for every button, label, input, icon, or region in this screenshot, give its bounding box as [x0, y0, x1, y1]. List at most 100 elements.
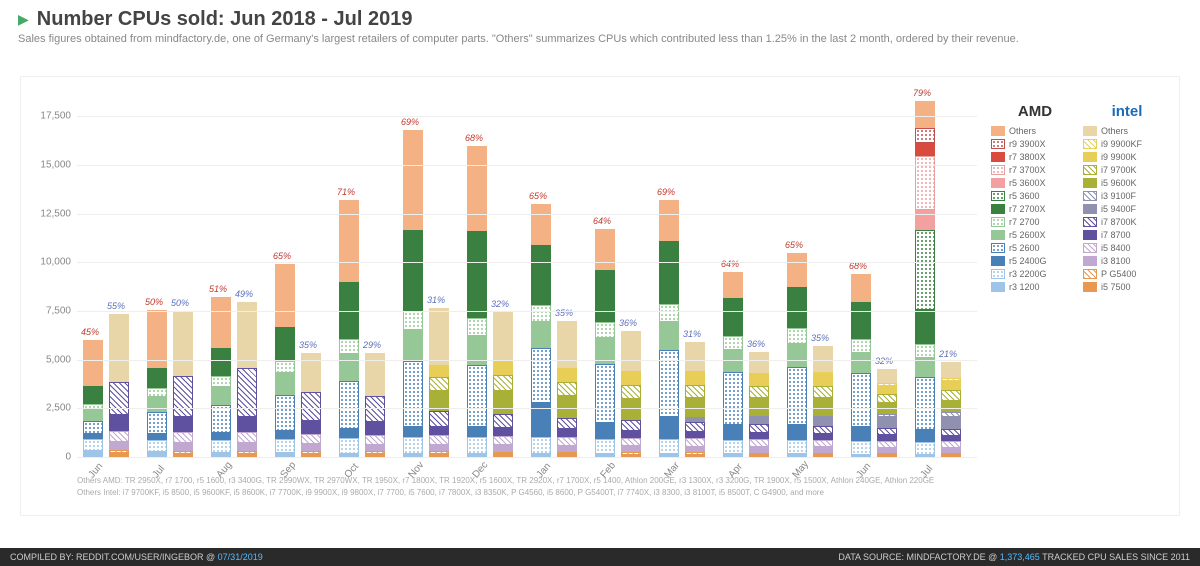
seg-amd-r7_2700X [787, 287, 807, 328]
seg-intel-i5_8400 [621, 438, 641, 447]
seg-intel-i7_8700K [557, 418, 577, 430]
seg-amd-r5_2600 [147, 412, 167, 433]
chart-plot-area: 45%55%Jun50%50%Jul51%49%Aug65%35%Sep71%2… [77, 97, 977, 457]
seg-intel-i7_9700K [685, 385, 705, 398]
seg-amd-r5_2400G [851, 427, 871, 441]
seg-intel-i3_9100F [877, 414, 897, 417]
seg-amd-r7_2700X [915, 310, 935, 344]
page-subtitle: Sales figures obtained from mindfactory.… [18, 33, 1182, 45]
seg-intel-i7_8700 [429, 427, 449, 435]
legend-label: Others [1101, 126, 1128, 136]
pct-label-amd: 69% [401, 117, 419, 127]
seg-amd-r5_2600 [275, 395, 295, 431]
pct-label-amd: 64% [721, 259, 739, 269]
y-tick-label: 7,500 [46, 306, 71, 317]
seg-intel-others [237, 302, 257, 368]
seg-intel-i5_9600K [621, 399, 641, 419]
seg-amd-r5_2600 [403, 361, 423, 427]
seg-intel-i5_8400 [237, 432, 257, 443]
seg-amd-r5_2600X [83, 410, 103, 421]
legend-label: i7 8700 [1101, 230, 1131, 240]
footer-right-pre: DATA SOURCE: MINDFACTORY.DE @ [838, 552, 999, 562]
seg-amd-r3_2200G [403, 437, 423, 454]
seg-intel-P_G5400 [813, 453, 833, 455]
pct-label-amd: 65% [529, 191, 547, 201]
seg-intel-i7_9700K [813, 386, 833, 398]
seg-intel-P_G5400 [237, 451, 257, 454]
pct-label-amd: 71% [337, 187, 355, 197]
legend-brand-amd: AMD [991, 103, 1079, 120]
legend-item: i5 8400 [1083, 243, 1171, 253]
footer-left: COMPILED BY: REDDIT.COM/USER/INGEBOR @ 0… [10, 552, 263, 562]
legend-swatch [1083, 217, 1097, 227]
pct-label-intel: 35% [555, 308, 573, 318]
seg-intel-P_G5400 [749, 453, 769, 455]
pct-label-intel: 36% [747, 339, 765, 349]
footer-count: 1,373,465 [1000, 552, 1040, 562]
legend-swatch [991, 282, 1005, 292]
seg-amd-r7_2700 [531, 305, 551, 322]
seg-intel-i3_8100 [941, 448, 961, 453]
legend-intel-column: intel Othersi9 9900KFi9 9900Ki7 9700Ki5 … [1083, 103, 1171, 295]
legend-brand-intel: intel [1083, 103, 1171, 120]
legend-swatch [991, 204, 1005, 214]
seg-amd-r5_2600X [531, 322, 551, 348]
seg-intel-i7_9700K [557, 382, 577, 397]
seg-intel-i5_9600K [493, 391, 513, 414]
legend-swatch [1083, 191, 1097, 201]
legend-swatch [991, 269, 1005, 279]
seg-intel-i7_8700K [109, 382, 129, 415]
legend-item: P G5400 [1083, 269, 1171, 279]
seg-amd-r5_2600 [339, 381, 359, 430]
seg-amd-r7_2700X [211, 348, 231, 376]
seg-intel-i7_8700K [493, 414, 513, 428]
seg-amd-r7_2700 [147, 388, 167, 397]
footer-bar: COMPILED BY: REDDIT.COM/USER/INGEBOR @ 0… [0, 548, 1200, 566]
seg-intel-i3_8100 [621, 446, 641, 452]
seg-intel-i7_8700K [621, 420, 641, 431]
seg-amd-others [403, 130, 423, 230]
seg-amd-r7_2700X [723, 298, 743, 336]
seg-intel-i7_8700K [237, 368, 257, 417]
legend-swatch [1083, 152, 1097, 162]
seg-intel-i3_8100 [685, 447, 705, 453]
legend-swatch [1083, 282, 1097, 292]
seg-intel-i7_9700K [877, 394, 897, 404]
seg-intel-i5_8400 [109, 431, 129, 443]
legend-item: i7 8700 [1083, 230, 1171, 240]
legend-label: r7 3800X [1009, 152, 1046, 162]
seg-intel-P_G5400 [621, 452, 641, 455]
seg-amd-r3_2200G [595, 439, 615, 455]
seg-amd-r3_2200G [531, 437, 551, 454]
seg-intel-i7_8700 [173, 417, 193, 432]
seg-amd-r3_2200G [787, 440, 807, 455]
pct-label-amd: 68% [465, 133, 483, 143]
seg-intel-i7_8700K [877, 428, 897, 435]
legend-item: i3 9100F [1083, 191, 1171, 201]
seg-amd-others [915, 101, 935, 128]
seg-amd-r7_2700 [339, 339, 359, 355]
seg-amd-r7_2700X [659, 241, 679, 304]
seg-amd-r3_2200G [83, 439, 103, 452]
pct-label-intel: 32% [491, 299, 509, 309]
seg-amd-r7_2700X [851, 302, 871, 339]
seg-amd-others [467, 146, 487, 231]
seg-intel-i9_9900KF [813, 372, 833, 374]
seg-intel-i3_8100 [493, 445, 513, 451]
seg-amd-r5_2600 [83, 421, 103, 434]
seg-amd-r3_2200G [915, 442, 935, 455]
seg-intel-i7_9700K [749, 386, 769, 398]
pct-label-amd: 64% [593, 216, 611, 226]
seg-amd-r5_2400G [211, 433, 231, 440]
seg-amd-r5_2600X [147, 397, 167, 413]
legend-swatch [991, 243, 1005, 253]
seg-amd-r5_2600 [595, 364, 615, 423]
seg-intel-i3_8100 [365, 445, 385, 452]
seg-intel-P_G5400 [557, 452, 577, 455]
seg-intel-i9_9900K [557, 368, 577, 382]
seg-intel-i7_8700 [749, 433, 769, 439]
legend-swatch [991, 256, 1005, 266]
seg-intel-i7_8700K [429, 411, 449, 427]
seg-intel-i7_8700 [365, 422, 385, 435]
legend-item: r5 3600 [991, 191, 1079, 201]
